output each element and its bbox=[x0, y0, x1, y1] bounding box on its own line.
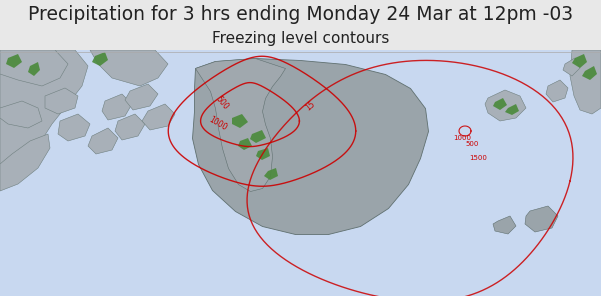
Text: Precipitation for 3 hrs ending Monday 24 Mar at 12pm -03: Precipitation for 3 hrs ending Monday 24… bbox=[28, 4, 573, 23]
Text: 500: 500 bbox=[214, 94, 230, 112]
Text: 1000: 1000 bbox=[207, 115, 228, 133]
Text: Freezing level contours: Freezing level contours bbox=[212, 31, 389, 46]
Text: 1500: 1500 bbox=[469, 155, 487, 161]
Text: 1000: 1000 bbox=[453, 135, 471, 141]
Text: 500: 500 bbox=[465, 141, 478, 147]
Text: 15: 15 bbox=[304, 99, 317, 112]
